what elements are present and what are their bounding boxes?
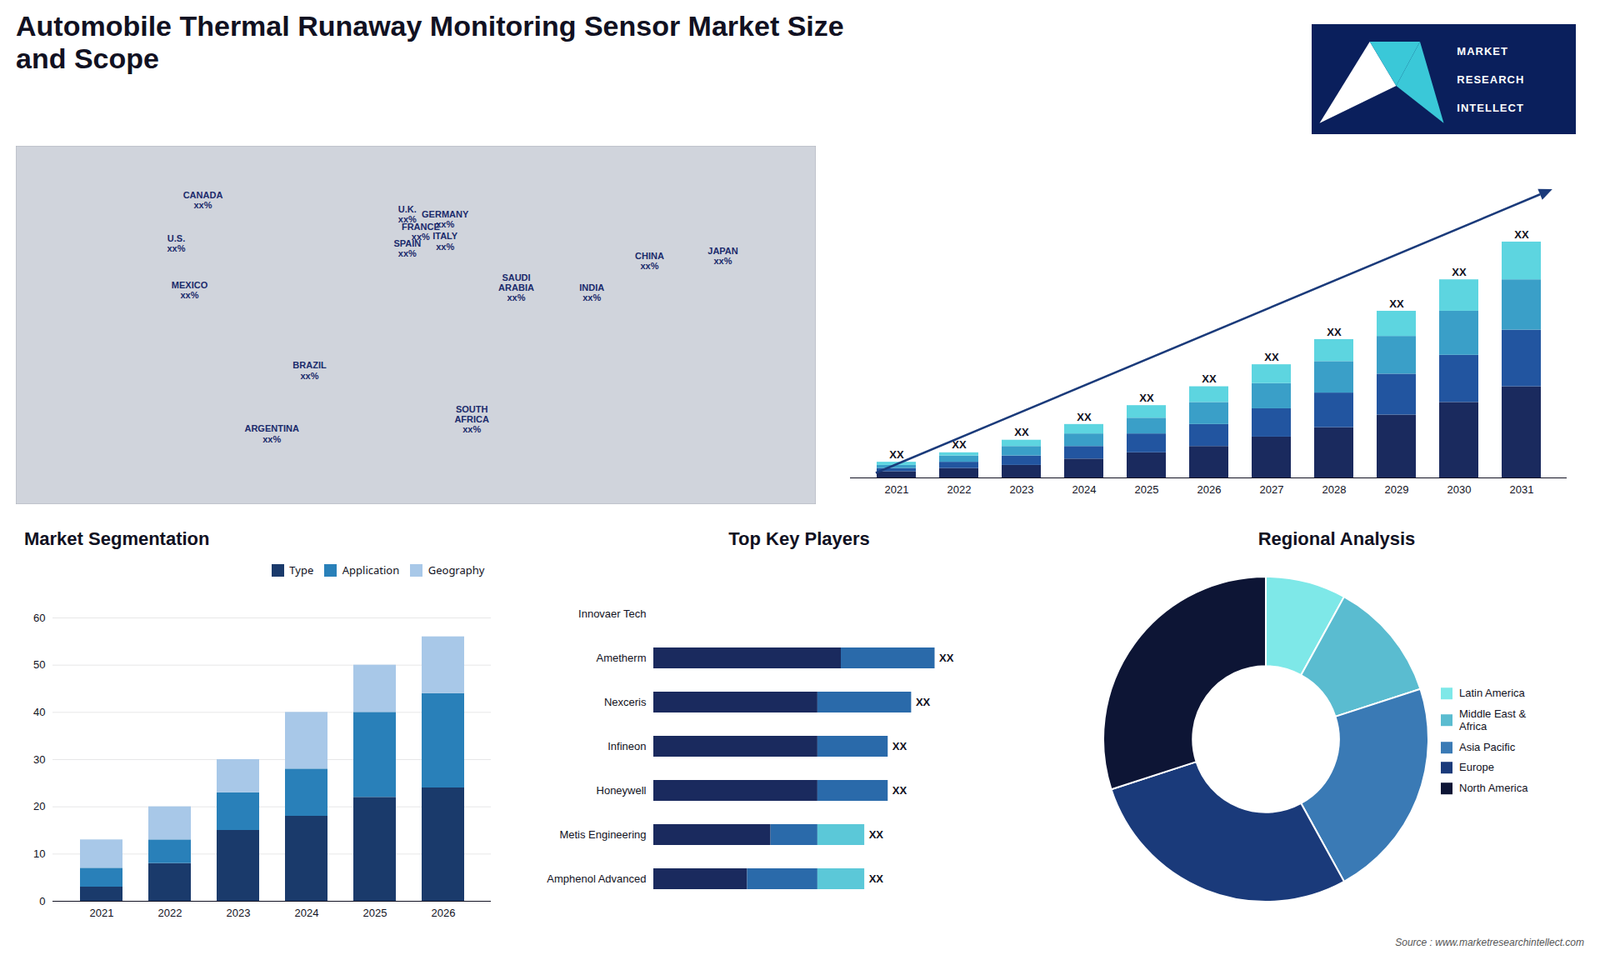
svg-text:GERMANYxx%: GERMANYxx% bbox=[421, 209, 470, 230]
svg-text:ITALYxx%: ITALYxx% bbox=[432, 230, 459, 251]
svg-text:ARGENTINAxx%: ARGENTINAxx% bbox=[244, 423, 299, 444]
svg-text:2023: 2023 bbox=[226, 905, 251, 919]
svg-text:XX: XX bbox=[1014, 425, 1030, 439]
svg-text:XX: XX bbox=[1389, 297, 1405, 310]
svg-text:XX: XX bbox=[939, 651, 955, 665]
svg-text:Ametherm: Ametherm bbox=[596, 651, 647, 665]
svg-text:2021: 2021 bbox=[90, 905, 115, 919]
svg-text:XX: XX bbox=[892, 784, 908, 797]
svg-text:MEXICOxx%: MEXICOxx% bbox=[171, 280, 209, 300]
svg-text:XX: XX bbox=[869, 828, 885, 841]
svg-text:XX: XX bbox=[1139, 391, 1155, 405]
svg-text:XX: XX bbox=[869, 872, 885, 885]
svg-text:2024: 2024 bbox=[1072, 483, 1097, 496]
svg-text:Nexceris: Nexceris bbox=[604, 695, 647, 709]
svg-text:SOUTHAFRICAxx%: SOUTHAFRICAxx% bbox=[454, 404, 490, 435]
svg-text:Infineon: Infineon bbox=[607, 740, 646, 753]
svg-text:50: 50 bbox=[33, 658, 45, 671]
svg-text:2026: 2026 bbox=[431, 905, 456, 919]
svg-text:Innovaer Tech: Innovaer Tech bbox=[578, 607, 646, 620]
svg-text:2022: 2022 bbox=[158, 905, 183, 919]
svg-text:2024: 2024 bbox=[295, 905, 320, 919]
svg-text:XX: XX bbox=[1326, 325, 1342, 339]
svg-text:0: 0 bbox=[39, 894, 45, 907]
svg-text:2021: 2021 bbox=[885, 483, 910, 496]
svg-text:2025: 2025 bbox=[1135, 483, 1160, 496]
svg-text:XX: XX bbox=[915, 695, 931, 709]
svg-text:XX: XX bbox=[1076, 410, 1092, 423]
svg-text:2029: 2029 bbox=[1385, 483, 1410, 496]
svg-text:Amphenol Advanced: Amphenol Advanced bbox=[546, 872, 646, 885]
svg-text:INDIAxx%: INDIAxx% bbox=[579, 282, 605, 303]
svg-text:2028: 2028 bbox=[1322, 483, 1347, 496]
svg-text:U.S.xx%: U.S.xx% bbox=[166, 233, 185, 254]
svg-text:10: 10 bbox=[33, 846, 45, 860]
svg-text:2027: 2027 bbox=[1260, 483, 1285, 496]
svg-text:XX: XX bbox=[1451, 265, 1467, 279]
svg-text:SPAINxx%: SPAINxx% bbox=[393, 238, 421, 259]
svg-text:CANADAxx%: CANADAxx% bbox=[183, 190, 224, 210]
svg-text:XX: XX bbox=[1514, 228, 1530, 241]
svg-text:2023: 2023 bbox=[1010, 483, 1035, 496]
svg-text:XX: XX bbox=[1264, 350, 1280, 364]
svg-text:BRAZILxx%: BRAZILxx% bbox=[292, 360, 327, 380]
svg-text:2026: 2026 bbox=[1197, 483, 1222, 496]
svg-text:2031: 2031 bbox=[1510, 483, 1535, 496]
svg-text:Honeywell: Honeywell bbox=[596, 784, 647, 797]
svg-text:Metis Engineering: Metis Engineering bbox=[559, 828, 646, 841]
svg-text:60: 60 bbox=[33, 610, 45, 624]
svg-text:20: 20 bbox=[33, 800, 45, 813]
svg-text:SAUDIARABIAxx%: SAUDIARABIAxx% bbox=[498, 272, 535, 303]
svg-text:40: 40 bbox=[33, 705, 45, 718]
svg-text:XX: XX bbox=[1201, 372, 1217, 385]
svg-text:CHINAxx%: CHINAxx% bbox=[635, 250, 665, 271]
svg-text:30: 30 bbox=[33, 752, 45, 765]
svg-text:XX: XX bbox=[889, 448, 905, 461]
svg-text:2025: 2025 bbox=[363, 905, 388, 919]
svg-text:2030: 2030 bbox=[1447, 483, 1472, 496]
svg-text:JAPANxx%: JAPANxx% bbox=[707, 245, 739, 266]
svg-text:2022: 2022 bbox=[947, 483, 972, 496]
svg-text:XX: XX bbox=[892, 740, 908, 753]
